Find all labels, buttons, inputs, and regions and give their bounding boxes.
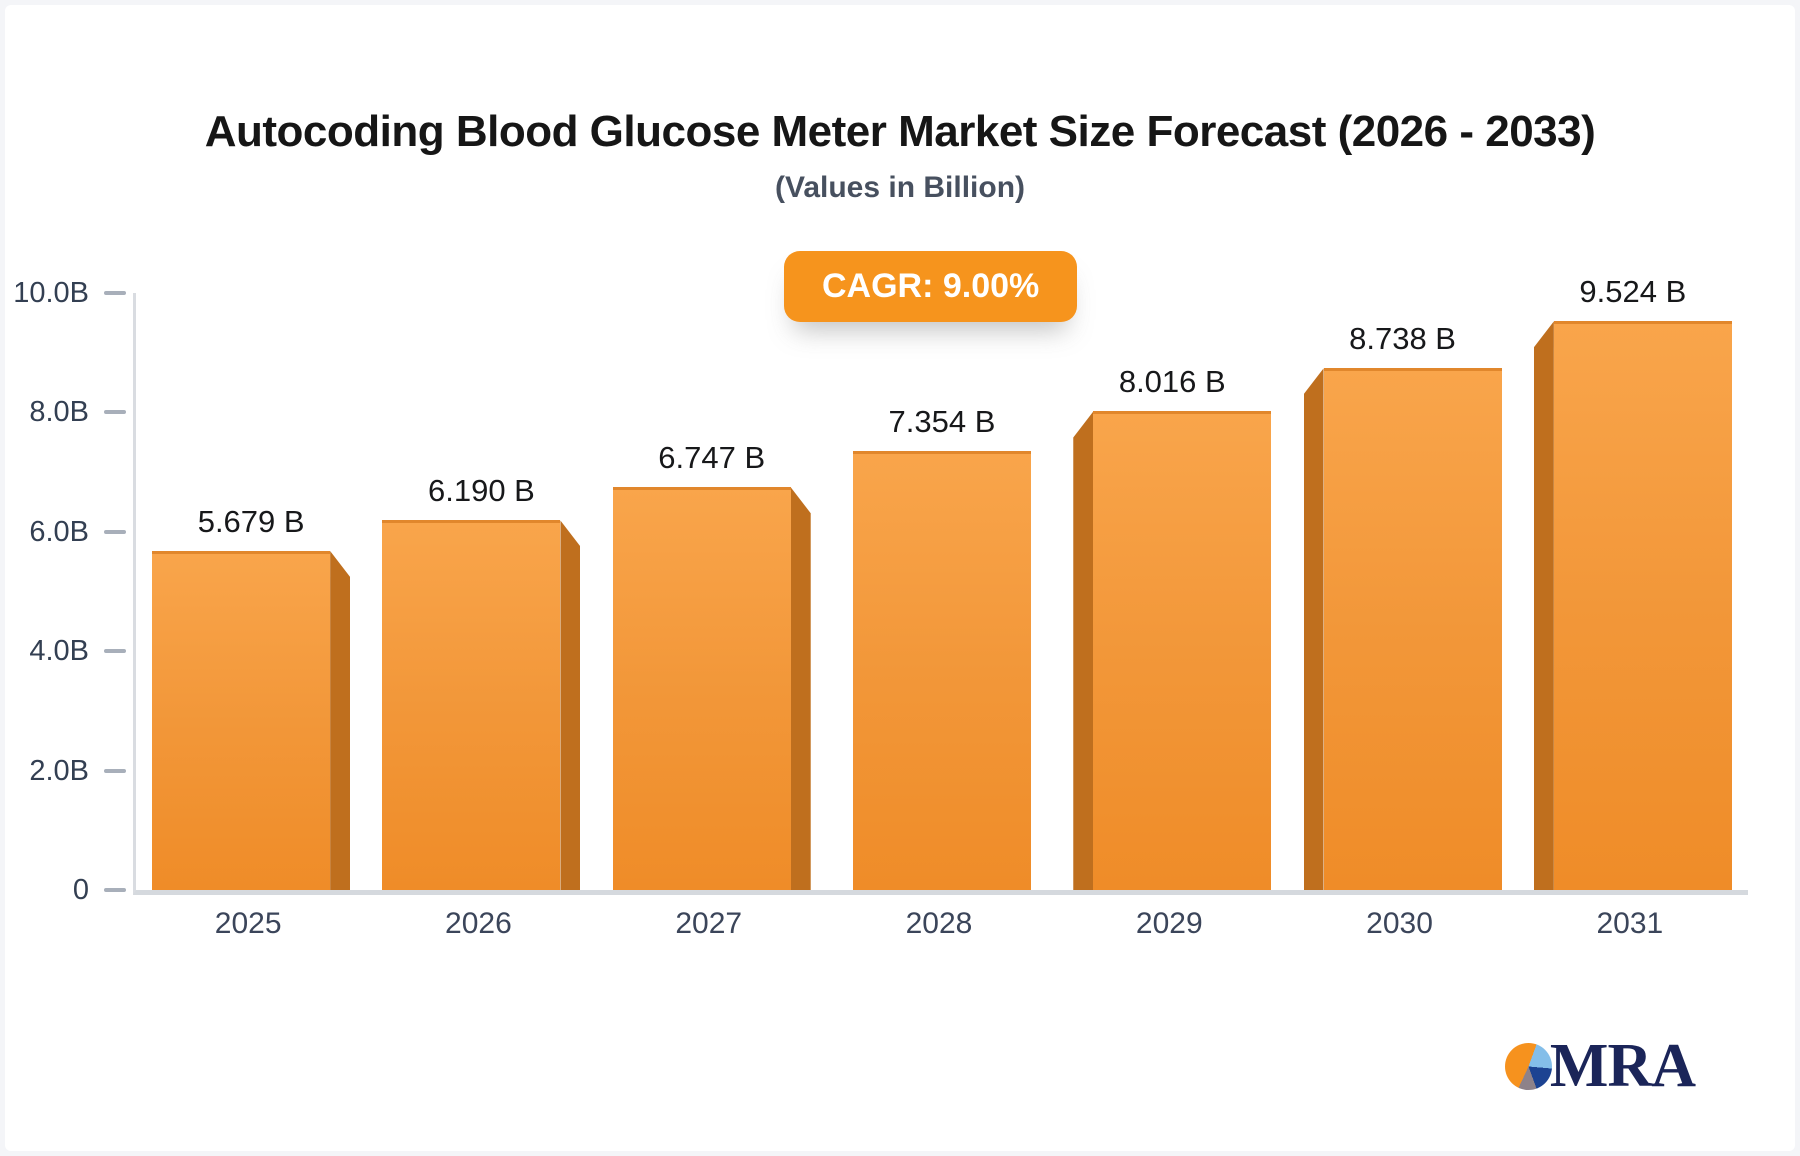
y-axis: 0 2.0B 4.0B 6.0B 8.0B 10.0B <box>5 279 130 905</box>
chart-title: Autocoding Blood Glucose Meter Market Si… <box>204 107 1596 156</box>
y-axis-tick-mark <box>104 291 126 295</box>
x-axis-label: 2031 <box>1596 907 1664 940</box>
bar-face <box>152 550 331 890</box>
bar-2029: 8.016 B <box>1073 364 1272 890</box>
bar-value-label: 8.738 B <box>1349 321 1456 357</box>
bar-3d-side <box>1073 411 1094 890</box>
chart-subtitle: (Values in Billion) <box>774 171 1026 204</box>
bar-face <box>382 520 561 890</box>
bar-value-label: 6.747 B <box>658 440 766 476</box>
bar-3d-side <box>1303 368 1324 890</box>
bar-face <box>852 450 1031 890</box>
plot-area: 5.679 B 6.190 B 6.747 B 7.354 B 8.016 B 8.738… <box>133 274 1748 895</box>
x-axis: 2025 2026 2027 2028 2029 2030 2031 <box>133 907 1745 941</box>
bar-slot: 5.679 B <box>136 293 366 890</box>
bar-slot: 8.738 B <box>1287 293 1517 890</box>
bar-2026: 6.190 B <box>382 473 581 890</box>
x-axis-label: 2027 <box>675 907 743 940</box>
y-axis-tick-mark <box>104 888 126 892</box>
bar-2025: 5.679 B <box>152 504 351 890</box>
bar-slot: 8.016 B <box>1057 293 1287 890</box>
bar-slot: 7.354 B <box>827 293 1057 890</box>
bar-2028: 7.354 B <box>852 404 1031 890</box>
bar-2031: 9.524 B <box>1533 274 1732 890</box>
pie-chart-logo-icon <box>1504 1042 1552 1090</box>
bar-3d-side <box>790 487 811 890</box>
bar-2027: 6.747 B <box>612 440 811 890</box>
bar-2030: 8.738 B <box>1303 321 1502 890</box>
bar-value-label: 7.354 B <box>888 403 996 439</box>
bar-slot: 6.747 B <box>597 293 827 890</box>
bar-3d-side <box>560 520 581 890</box>
bar-slot: 6.190 B <box>366 293 596 890</box>
bars-layer: 5.679 B 6.190 B 6.747 B 7.354 B 8.016 B 8.738… <box>136 274 1748 890</box>
bar-value-label: 6.190 B <box>427 473 535 509</box>
y-axis-tick-mark <box>104 768 126 773</box>
bar-slot: 9.524 B <box>1518 274 1748 890</box>
bar-3d-side <box>1533 321 1554 890</box>
bar-face <box>612 487 791 890</box>
x-axis-label: 2028 <box>905 907 973 940</box>
y-axis-tick-mark <box>104 410 126 415</box>
bar-value-label: 8.016 B <box>1118 364 1226 400</box>
brand-logo: MRA <box>1504 1032 1696 1100</box>
x-axis-label: 2025 <box>214 907 282 940</box>
bar-face <box>1323 368 1502 890</box>
brand-name: MRA <box>1549 1032 1696 1100</box>
y-axis-tick-mark <box>104 529 126 534</box>
bar-3d-side <box>330 550 351 890</box>
x-axis-label: 2026 <box>445 907 512 940</box>
chart-card: Autocoding Blood Glucose Meter Market Si… <box>5 5 1795 1151</box>
cagr-badge: CAGR: 9.00% <box>784 251 1078 322</box>
bar-value-label: 9.524 B <box>1579 274 1687 310</box>
x-axis-label: 2029 <box>1135 907 1203 940</box>
y-axis-tick-mark <box>104 649 126 654</box>
bar-face <box>1093 411 1272 890</box>
bar-value-label: 5.679 B <box>197 503 305 539</box>
bar-face <box>1553 321 1732 890</box>
x-axis-label: 2030 <box>1366 907 1433 940</box>
